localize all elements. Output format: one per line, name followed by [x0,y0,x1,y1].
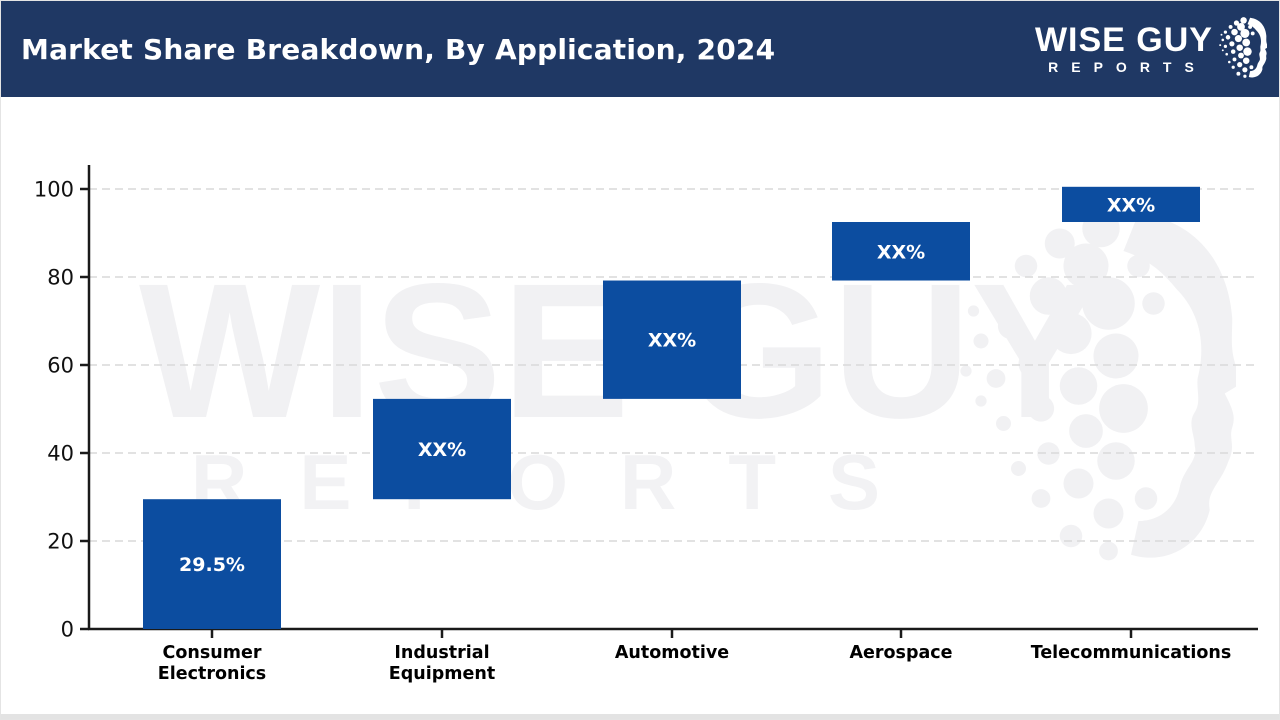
bar [832,222,970,281]
y-tick-label: 80 [47,266,74,290]
bar-chart-plot: 0 20 40 60 80 100 29.5% XX% XX% XX% XX% Consumer Ele… [34,165,1258,684]
bar [603,280,741,399]
x-category-label: Automotive [615,643,729,663]
y-tick-label: 100 [34,178,74,202]
bar [143,499,281,629]
y-tick-label: 0 [61,618,74,642]
dotted-head-profile-icon [1215,11,1267,87]
y-tick-label: 20 [47,530,74,554]
bar-value-label: XX% [648,330,696,352]
x-category-label: Telecommunications [1031,643,1232,663]
bar-value-label: XX% [418,439,466,461]
wise-guy-logo: WISE GUY REPORTS [1035,11,1267,87]
bar-value-label: XX% [877,241,925,263]
header-bar: Market Share Breakdown, By Application, … [1,1,1279,97]
bar-value-label: XX% [1107,194,1155,216]
y-tick-label: 60 [47,354,74,378]
watermark-subtitle: REPORTS [191,438,933,526]
logo-wordmark-line2: REPORTS [1048,59,1207,76]
bar [1062,186,1200,222]
x-category-label: Aerospace [849,643,952,663]
chart-title: Market Share Breakdown, By Application, … [21,32,776,66]
logo-wordmark-line1: WISE GUY [1034,20,1213,59]
bottom-border [1,714,1279,719]
logo-wordmark: WISE GUY REPORTS [1034,20,1213,76]
y-tick-label: 40 [47,442,74,466]
bar-value-label: 29.5% [179,554,245,576]
chart-area: WISE GUY REPORTS 0 20 40 60 80 100 29.5% XX% XX%… [1,97,1279,716]
x-category-label: Industrial Equipment [389,643,495,684]
bar [373,398,511,500]
x-category-label: Consumer Electronics [158,643,266,684]
